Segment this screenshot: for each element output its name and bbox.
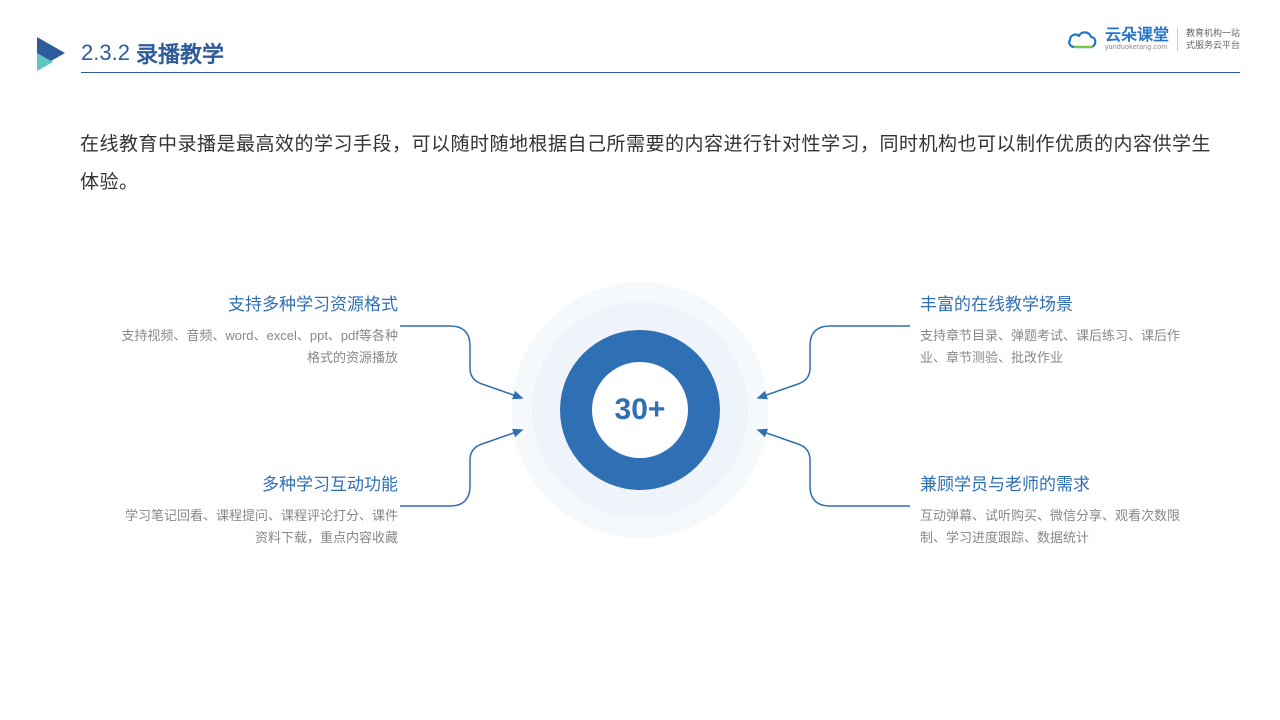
header-play-icon	[35, 35, 71, 71]
feature-top-right: 丰富的在线教学场景 支持章节目录、弹题考试、课后练习、课后作业、章节测验、批改作…	[920, 290, 1200, 369]
feature-desc: 互动弹幕、试听购买、微信分享、观看次数限制、学习进度跟踪、数据统计	[920, 505, 1200, 549]
feature-diagram: 30+ 支持多种学习资源格式 支持视频、音频、word、excel、ppt、pd…	[0, 250, 1280, 670]
feature-top-left: 支持多种学习资源格式 支持视频、音频、word、excel、ppt、pdf等各种…	[118, 290, 398, 369]
feature-desc: 支持视频、音频、word、excel、ppt、pdf等各种格式的资源播放	[118, 325, 398, 369]
cloud-icon	[1067, 29, 1097, 51]
feature-desc: 支持章节目录、弹题考试、课后练习、课后作业、章节测验、批改作业	[920, 325, 1200, 369]
logo-text-block: 云朵课堂 yunduoketang.com	[1105, 28, 1169, 51]
feature-bottom-left: 多种学习互动功能 学习笔记回看、课程提问、课程评论打分、课件资料下载，重点内容收…	[118, 470, 398, 549]
feature-bottom-right: 兼顾学员与老师的需求 互动弹幕、试听购买、微信分享、观看次数限制、学习进度跟踪、…	[920, 470, 1200, 549]
logo-brand: 云朵课堂	[1105, 28, 1169, 44]
feature-title: 丰富的在线教学场景	[920, 290, 1200, 315]
feature-title: 兼顾学员与老师的需求	[920, 470, 1200, 495]
logo-tagline: 教育机构一站 式服务云平台	[1177, 28, 1240, 51]
slide-header: 2.3.2 录播教学	[35, 35, 1240, 71]
feature-title: 支持多种学习资源格式	[118, 290, 398, 315]
header-underline	[81, 72, 1240, 73]
brand-logo: 云朵课堂 yunduoketang.com 教育机构一站 式服务云平台	[1067, 28, 1240, 51]
feature-desc: 学习笔记回看、课程提问、课程评论打分、课件资料下载，重点内容收藏	[118, 505, 398, 549]
feature-title: 多种学习互动功能	[118, 470, 398, 495]
section-title: 录播教学	[136, 37, 224, 69]
section-number: 2.3.2	[81, 40, 130, 66]
logo-domain: yunduoketang.com	[1105, 44, 1169, 51]
intro-paragraph: 在线教育中录播是最高效的学习手段，可以随时随地根据自己所需要的内容进行针对性学习…	[80, 126, 1224, 202]
